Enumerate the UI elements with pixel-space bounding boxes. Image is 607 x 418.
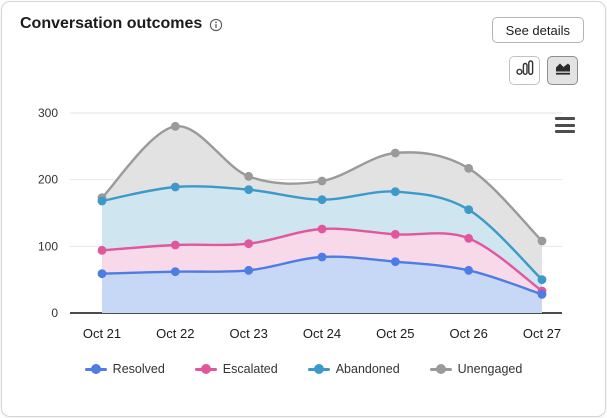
data-point-resolved[interactable]: [317, 252, 327, 262]
chart-legend: Resolved Escalated Abandoned Unengaged: [2, 362, 605, 376]
area-chart-button[interactable]: [547, 56, 578, 85]
legend-item-resolved[interactable]: Resolved: [84, 362, 165, 376]
legend-marker-icon: [84, 364, 107, 374]
data-point-abandoned[interactable]: [317, 195, 327, 205]
hamburger-bar: [555, 123, 575, 127]
legend-item-abandoned[interactable]: Abandoned: [307, 362, 400, 376]
data-point-escalated[interactable]: [244, 239, 254, 249]
legend-marker-icon: [307, 364, 330, 374]
legend-item-escalated[interactable]: Escalated: [194, 362, 278, 376]
area-chart-icon: [554, 59, 572, 82]
x-axis-tick-label: Oct 22: [156, 326, 194, 341]
data-point-unengaged[interactable]: [170, 121, 180, 131]
x-axis-tick-label: Oct 25: [376, 326, 414, 341]
legend-label: Escalated: [222, 362, 278, 376]
legend-label: Resolved: [112, 362, 165, 376]
legend-item-unengaged[interactable]: Unengaged: [429, 362, 523, 376]
y-axis-tick-label: 200: [38, 173, 58, 187]
data-point-resolved[interactable]: [390, 257, 400, 267]
data-point-abandoned[interactable]: [390, 187, 400, 197]
data-point-resolved[interactable]: [244, 265, 254, 275]
data-point-escalated[interactable]: [464, 233, 474, 243]
data-point-escalated[interactable]: [97, 245, 107, 255]
see-details-button[interactable]: See details: [491, 17, 584, 43]
data-point-unengaged[interactable]: [537, 236, 547, 246]
series-area-resolved: [102, 256, 542, 313]
data-point-resolved[interactable]: [97, 269, 107, 279]
info-icon[interactable]: [209, 18, 223, 32]
legend-marker-icon: [194, 364, 217, 374]
data-point-abandoned[interactable]: [464, 205, 474, 215]
x-axis-tick-label: Oct 23: [230, 326, 268, 341]
legend-marker-icon: [429, 364, 452, 374]
x-axis-tick-label: Oct 27: [523, 326, 561, 341]
data-point-resolved[interactable]: [170, 267, 180, 277]
y-axis-tick-label: 0: [51, 306, 58, 320]
x-axis-tick-label: Oct 21: [83, 326, 121, 341]
data-point-abandoned[interactable]: [97, 196, 107, 206]
data-point-abandoned[interactable]: [170, 182, 180, 192]
title-text: Conversation outcomes: [20, 15, 203, 32]
legend-label: Unengaged: [457, 362, 523, 376]
hamburger-menu-icon[interactable]: [555, 116, 577, 134]
y-axis-tick-label: 300: [38, 106, 58, 120]
data-point-escalated[interactable]: [317, 224, 327, 234]
data-point-unengaged[interactable]: [464, 163, 474, 173]
data-point-unengaged[interactable]: [244, 171, 254, 181]
hamburger-bar: [555, 130, 575, 133]
area-chart[interactable]: 0 100 200 300 Oct 21 Oct 22 Oct 23 Oct 24 Oct 25…: [2, 102, 606, 357]
data-point-escalated[interactable]: [170, 240, 180, 250]
y-axis-tick-label: 100: [38, 239, 58, 253]
data-point-resolved[interactable]: [537, 289, 547, 299]
column-chart-icon: [515, 59, 534, 82]
column-chart-button[interactable]: [509, 56, 540, 85]
data-point-unengaged[interactable]: [390, 148, 400, 158]
hamburger-bar: [555, 117, 575, 120]
x-axis-tick-label: Oct 24: [303, 326, 341, 341]
data-point-abandoned[interactable]: [244, 185, 254, 195]
chart-type-toggle-group: [509, 56, 578, 85]
data-point-abandoned[interactable]: [537, 275, 547, 285]
legend-label: Abandoned: [335, 362, 400, 376]
page-title: Conversation outcomes: [20, 15, 223, 33]
data-point-resolved[interactable]: [464, 265, 474, 275]
data-point-escalated[interactable]: [390, 229, 400, 239]
x-axis-tick-label: Oct 26: [450, 326, 488, 341]
data-point-unengaged[interactable]: [317, 176, 327, 186]
